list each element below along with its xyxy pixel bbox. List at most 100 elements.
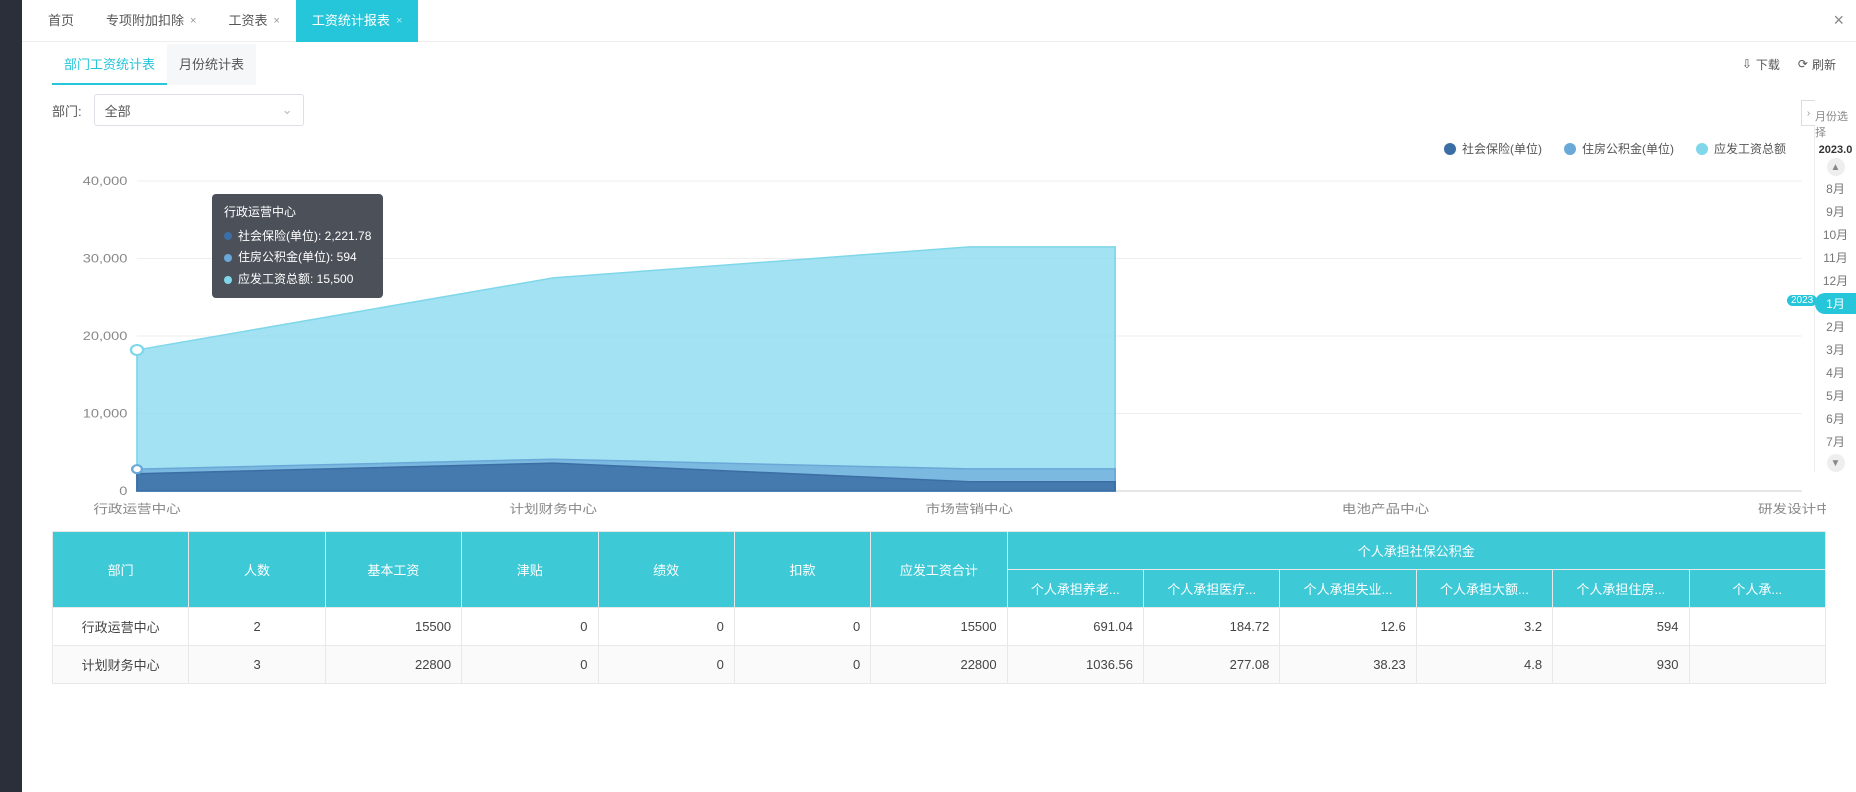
- col-header: 扣款: [734, 532, 870, 608]
- col-header: 基本工资: [325, 532, 461, 608]
- month-option[interactable]: 8月: [1815, 178, 1856, 199]
- tab-close-icon[interactable]: ×: [190, 0, 196, 42]
- table-cell: 4.8: [1416, 646, 1552, 684]
- download-button[interactable]: ⇩ 下载: [1742, 56, 1780, 73]
- table-cell: 15500: [871, 608, 1007, 646]
- month-option[interactable]: 9月: [1815, 201, 1856, 222]
- legend-item[interactable]: 社会保险(单位): [1444, 140, 1542, 157]
- tabbar: 首页专项附加扣除×工资表×工资统计报表× ×: [22, 0, 1856, 42]
- table-cell: 0: [598, 608, 734, 646]
- month-option[interactable]: 6月: [1815, 408, 1856, 429]
- col-header: 应发工资合计: [871, 532, 1007, 608]
- download-label: 下载: [1756, 56, 1780, 73]
- subtab-bar: 部门工资统计表月份统计表: [52, 44, 256, 85]
- svg-text:0: 0: [119, 484, 127, 497]
- table-cell: 计划财务中心: [53, 646, 189, 684]
- table-cell: 2: [189, 608, 325, 646]
- svg-text:市场营销中心: 市场营销中心: [926, 501, 1013, 515]
- col-header: 部门: [53, 532, 189, 608]
- refresh-button[interactable]: ⟳ 刷新: [1798, 56, 1836, 73]
- month-prev-icon[interactable]: ▲: [1827, 158, 1845, 176]
- table-cell: 0: [598, 646, 734, 684]
- month-year-badge: 2023: [1787, 295, 1817, 306]
- tab-close-icon[interactable]: ×: [273, 0, 279, 42]
- month-selector-rail: › 月份选择2023.0▲8月9月10月11月12月1月20232月3月4月5月…: [1814, 100, 1856, 472]
- col-header: 津贴: [462, 532, 598, 608]
- table-cell: 0: [462, 608, 598, 646]
- month-option[interactable]: 11月: [1815, 247, 1856, 268]
- col-header: 人数: [189, 532, 325, 608]
- svg-text:30,000: 30,000: [83, 252, 128, 265]
- month-option[interactable]: 2月: [1815, 316, 1856, 337]
- table-row[interactable]: 行政运营中心21550000015500691.04184.7212.63.25…: [53, 608, 1826, 646]
- tab-专项附加扣除[interactable]: 专项附加扣除×: [90, 0, 212, 42]
- month-rail-header: 月份选择: [1815, 106, 1856, 142]
- month-option[interactable]: 10月: [1815, 224, 1856, 245]
- chevron-down-icon: ⌄: [282, 102, 293, 118]
- tab-label: 专项附加扣除: [106, 0, 184, 42]
- month-option[interactable]: 12月: [1815, 270, 1856, 291]
- month-option[interactable]: 7月: [1815, 431, 1856, 452]
- svg-text:20,000: 20,000: [83, 329, 128, 342]
- month-next-icon[interactable]: ▼: [1827, 454, 1845, 472]
- tab-工资统计报表[interactable]: 工资统计报表×: [296, 0, 418, 42]
- legend-dot-icon: [1564, 143, 1576, 155]
- table-cell: 0: [734, 608, 870, 646]
- legend-dot-icon: [1696, 143, 1708, 155]
- col-header: 个人承...: [1689, 570, 1826, 608]
- table-row[interactable]: 计划财务中心322800000228001036.56277.0838.234.…: [53, 646, 1826, 684]
- table-cell: 930: [1553, 646, 1689, 684]
- tab-label: 工资表: [228, 0, 267, 42]
- legend-item[interactable]: 住房公积金(单位): [1564, 140, 1674, 157]
- col-header: 个人承担医疗...: [1144, 570, 1280, 608]
- table-cell: 691.04: [1007, 608, 1143, 646]
- subtab-部门工资统计表[interactable]: 部门工资统计表: [52, 44, 167, 85]
- table-cell: 277.08: [1144, 646, 1280, 684]
- table-cell: 22800: [325, 646, 461, 684]
- chart-legend: 社会保险(单位) 住房公积金(单位) 应发工资总额: [52, 134, 1826, 161]
- tab-首页[interactable]: 首页: [32, 0, 90, 42]
- table-cell: 12.6: [1280, 608, 1416, 646]
- col-header: 个人承担养老...: [1007, 570, 1143, 608]
- department-select[interactable]: 全部 ⌄: [94, 94, 304, 126]
- month-option[interactable]: 3月: [1815, 339, 1856, 360]
- legend-dot-icon: [1444, 143, 1456, 155]
- table-cell: [1689, 608, 1826, 646]
- table-cell: 15500: [325, 608, 461, 646]
- tab-label: 工资统计报表: [312, 0, 390, 42]
- table-cell: 184.72: [1144, 608, 1280, 646]
- tab-工资表[interactable]: 工资表×: [212, 0, 295, 42]
- month-option[interactable]: 4月: [1815, 362, 1856, 383]
- svg-text:研发设计中心: 研发设计中心: [1758, 502, 1826, 515]
- refresh-icon: ⟳: [1798, 57, 1808, 71]
- salary-table: 部门人数基本工资津贴绩效扣款应发工资合计个人承担社保公积金个人承担养老...个人…: [52, 531, 1826, 684]
- subtab-月份统计表[interactable]: 月份统计表: [167, 44, 256, 85]
- table-cell: 3.2: [1416, 608, 1552, 646]
- close-all-icon[interactable]: ×: [1833, 10, 1844, 31]
- svg-text:10,000: 10,000: [83, 407, 128, 420]
- col-header: 个人承担住房...: [1553, 570, 1689, 608]
- table-cell: 0: [462, 646, 598, 684]
- collapse-rail-icon[interactable]: ›: [1801, 100, 1815, 126]
- table-cell: 22800: [871, 646, 1007, 684]
- legend-item[interactable]: 应发工资总额: [1696, 140, 1786, 157]
- refresh-label: 刷新: [1812, 56, 1836, 73]
- month-option[interactable]: 5月: [1815, 385, 1856, 406]
- legend-label: 住房公积金(单位): [1582, 140, 1674, 157]
- tab-close-icon[interactable]: ×: [396, 0, 402, 42]
- table-cell: 1036.56: [1007, 646, 1143, 684]
- col-header: 个人承担失业...: [1280, 570, 1416, 608]
- table-cell: 594: [1553, 608, 1689, 646]
- department-filter-label: 部门:: [52, 101, 82, 120]
- month-option[interactable]: 1月2023: [1815, 293, 1856, 314]
- table-cell: [1689, 646, 1826, 684]
- legend-label: 应发工资总额: [1714, 140, 1786, 157]
- table-cell: 38.23: [1280, 646, 1416, 684]
- svg-text:计划财务中心: 计划财务中心: [509, 502, 596, 515]
- tab-label: 首页: [48, 0, 74, 42]
- col-group-header: 个人承担社保公积金: [1007, 532, 1825, 570]
- table-cell: 行政运营中心: [53, 608, 189, 646]
- svg-text:行政运营中心: 行政运营中心: [93, 502, 180, 515]
- area-chart: 010,00020,00030,00040,000行政运营中心计划财务中心市场营…: [52, 161, 1826, 521]
- legend-label: 社会保险(单位): [1462, 140, 1542, 157]
